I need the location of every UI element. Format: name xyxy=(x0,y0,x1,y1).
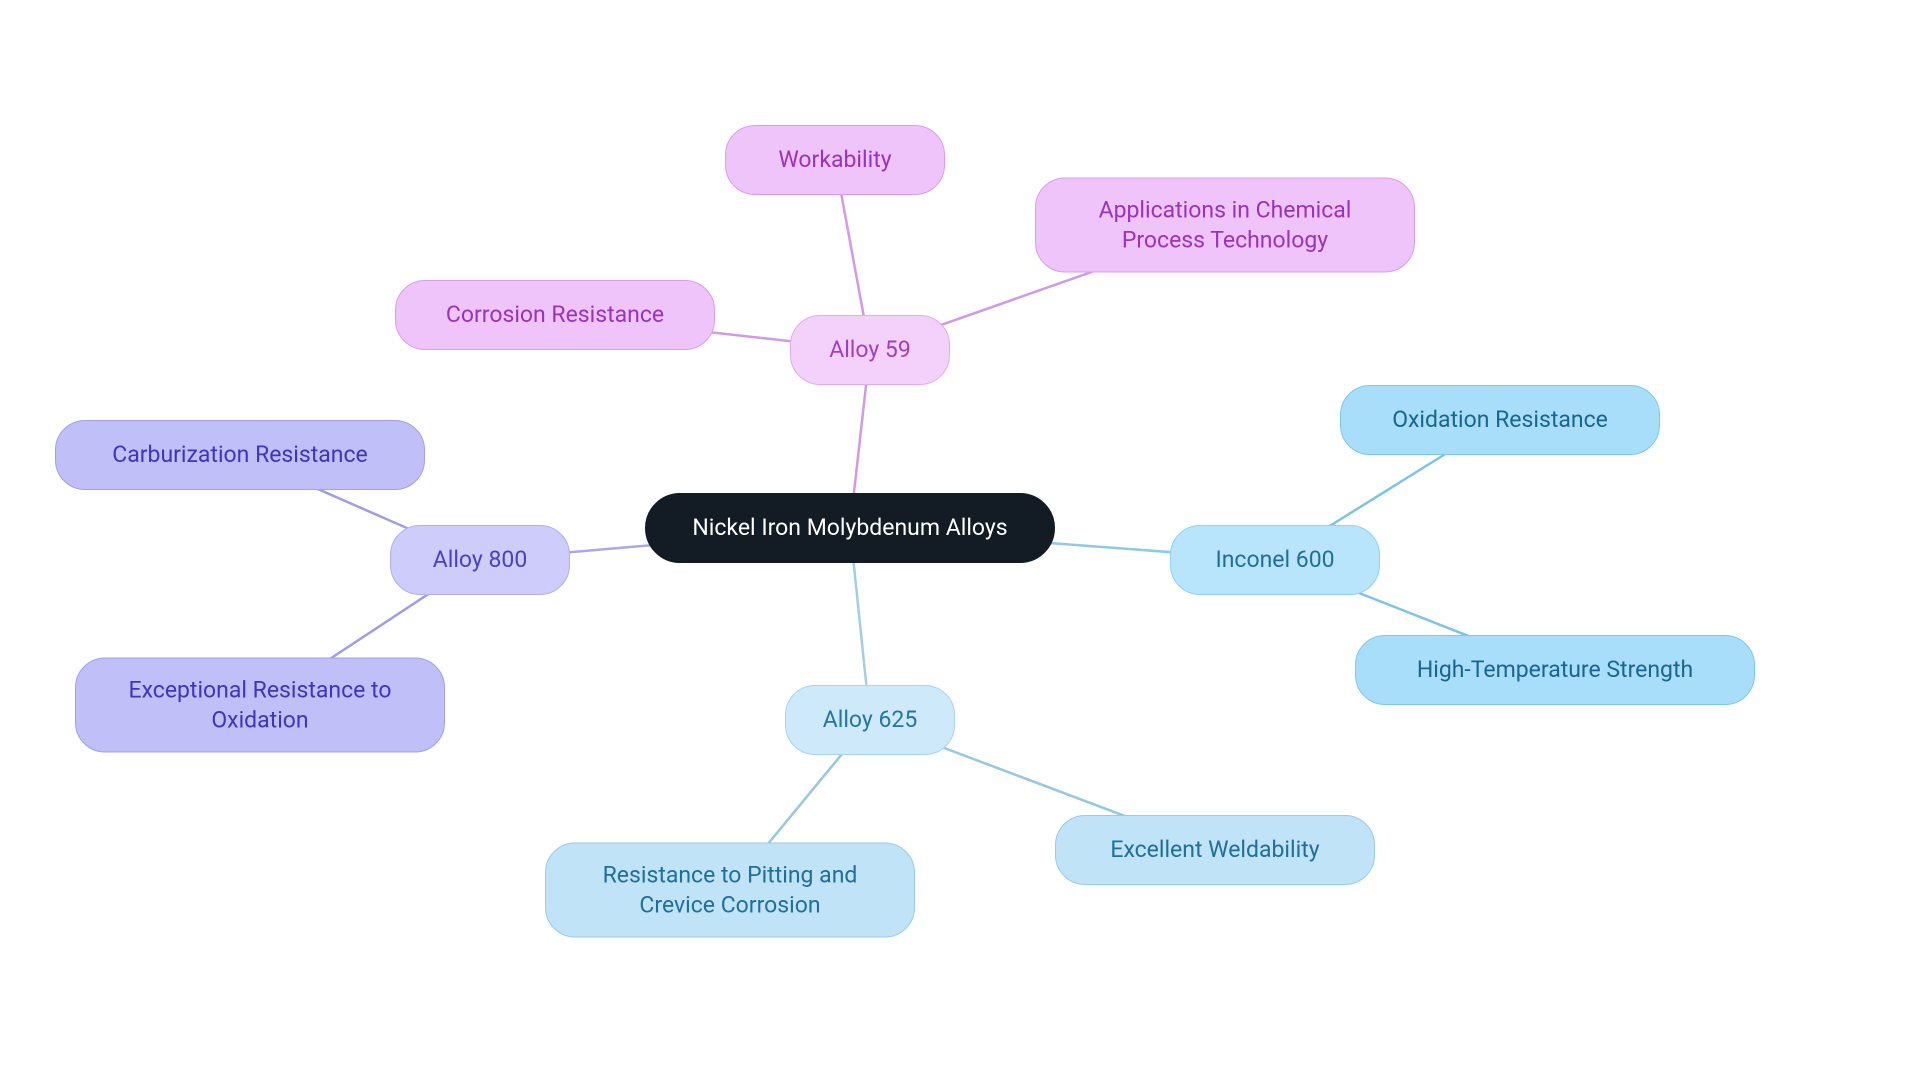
node-label: High-Temperature Strength xyxy=(1417,655,1693,685)
node-workability[interactable]: Workability xyxy=(725,125,945,195)
node-label: Oxidation Resistance xyxy=(1392,405,1608,435)
node-label: Applications in ChemicalProcess Technolo… xyxy=(1099,195,1352,255)
node-except-oxid[interactable]: Exceptional Resistance toOxidation xyxy=(75,658,445,753)
node-label: Alloy 59 xyxy=(829,335,911,365)
node-high-temp[interactable]: High-Temperature Strength xyxy=(1355,635,1755,705)
node-label: Alloy 800 xyxy=(433,545,528,575)
node-carburization[interactable]: Carburization Resistance xyxy=(55,420,425,490)
node-label: Resistance to Pitting andCrevice Corrosi… xyxy=(603,860,858,920)
node-label: Carburization Resistance xyxy=(112,440,368,470)
node-alloy800[interactable]: Alloy 800 xyxy=(390,525,570,595)
node-label: Workability xyxy=(778,145,891,175)
mind-map-canvas: Nickel Iron Molybdenum Alloys Alloy 59 Wor… xyxy=(0,0,1920,1083)
node-inconel600[interactable]: Inconel 600 xyxy=(1170,525,1380,595)
node-label: Inconel 600 xyxy=(1215,545,1334,575)
node-pitting[interactable]: Resistance to Pitting andCrevice Corrosi… xyxy=(545,843,915,938)
node-apps-chem[interactable]: Applications in ChemicalProcess Technolo… xyxy=(1035,178,1415,273)
node-weldability[interactable]: Excellent Weldability xyxy=(1055,815,1375,885)
node-alloy59[interactable]: Alloy 59 xyxy=(790,315,950,385)
node-corr-res[interactable]: Corrosion Resistance xyxy=(395,280,715,350)
node-label: Corrosion Resistance xyxy=(446,300,664,330)
node-label: Alloy 625 xyxy=(823,705,918,735)
node-label: Nickel Iron Molybdenum Alloys xyxy=(692,513,1007,543)
node-oxid-res[interactable]: Oxidation Resistance xyxy=(1340,385,1660,455)
node-center[interactable]: Nickel Iron Molybdenum Alloys xyxy=(645,493,1055,563)
node-label: Excellent Weldability xyxy=(1110,835,1319,865)
node-alloy625[interactable]: Alloy 625 xyxy=(785,685,955,755)
node-label: Exceptional Resistance toOxidation xyxy=(129,675,392,735)
